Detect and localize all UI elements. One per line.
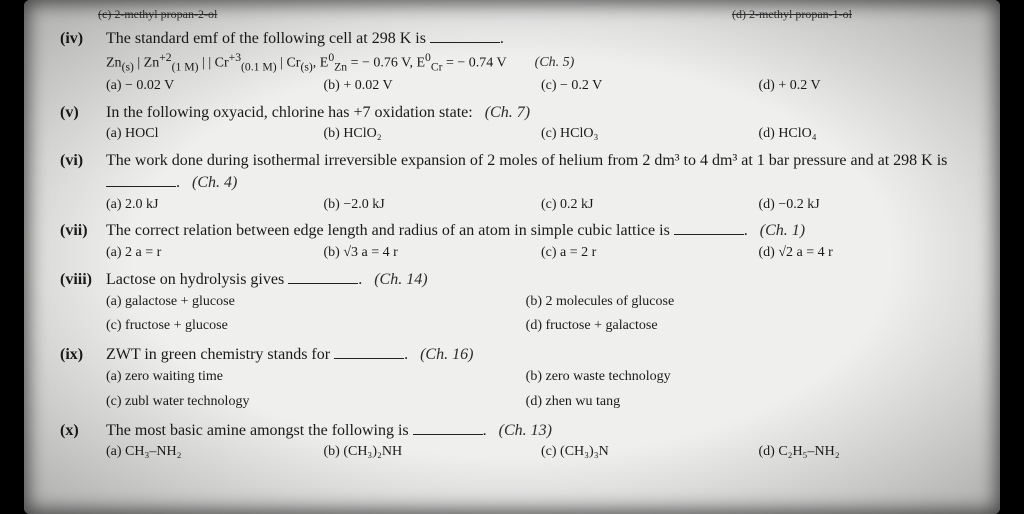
- q-number: (x): [60, 420, 96, 442]
- option-c: (c) zubl water technology: [106, 393, 522, 412]
- chapter-ref: (Ch. 1): [760, 222, 805, 239]
- question-vii: (vii) The correct relation between edge …: [60, 220, 972, 262]
- option-b: (b) (CH₃)₂NH: [324, 443, 538, 462]
- q-text-pre: The standard emf of the following cell a…: [106, 30, 430, 47]
- option-c: (c) fructose + glucose: [106, 317, 522, 336]
- q-text-post: .: [176, 174, 180, 191]
- q-text: The standard emf of the following cell a…: [106, 28, 972, 50]
- options-row: (a) 2 a = r (b) √3 a = 4 r (c) a = 2 r (…: [60, 244, 972, 263]
- chapter-ref: (Ch. 13): [499, 422, 552, 439]
- option-a: (a) − 0.02 V: [106, 77, 320, 96]
- option-a: (a) CH₃–NH₂: [106, 443, 320, 462]
- q-text-post: .: [358, 271, 362, 288]
- option-c: (c) 0.2 kJ: [541, 196, 755, 215]
- q-text: The work done during isothermal irrevers…: [106, 150, 972, 193]
- cutoff-prev-question: (c) 2-methyl propan-2-ol (d) 2-methyl pr…: [60, 6, 972, 22]
- option-d: (d) + 0.2 V: [759, 77, 973, 96]
- q-text: The correct relation between edge length…: [106, 220, 972, 242]
- q-text-pre: ZWT in green chemistry stands for: [106, 346, 334, 363]
- options-row: (a) 2.0 kJ (b) −2.0 kJ (c) 0.2 kJ (d) −0…: [60, 196, 972, 215]
- question-ix: (ix) ZWT in green chemistry stands for .…: [60, 344, 972, 413]
- chapter-ref: (Ch. 14): [374, 271, 427, 288]
- q-number: (v): [60, 102, 96, 124]
- options-grid: (a) galactose + glucose (b) 2 molecules …: [60, 293, 972, 339]
- option-b: (b) −2.0 kJ: [324, 196, 538, 215]
- q-text-post: .: [744, 222, 748, 239]
- q-text-post: .: [483, 422, 487, 439]
- option-a: (a) 2.0 kJ: [106, 196, 320, 215]
- q-text: Lactose on hydrolysis gives . (Ch. 14): [106, 269, 972, 291]
- blank: [674, 221, 744, 235]
- option-b: (b) + 0.02 V: [324, 77, 538, 96]
- blank: [413, 420, 483, 434]
- option-a: (a) 2 a = r: [106, 244, 320, 263]
- q-text: In the following oxyacid, chlorine has +…: [106, 102, 972, 124]
- cell-notation: Zn(s) | Zn+2(1 M) | | Cr+3(0.1 M) | Cr(s…: [106, 50, 507, 75]
- cutoff-left: (c) 2-methyl propan-2-ol: [98, 6, 217, 22]
- option-d: (d) −0.2 kJ: [759, 196, 973, 215]
- q-number: (viii): [60, 269, 96, 291]
- option-a: (a) HOCl: [106, 125, 320, 144]
- q-text-post: .: [404, 346, 408, 363]
- q-number: (vi): [60, 150, 96, 172]
- option-d: (d) HClO₄: [759, 125, 973, 144]
- option-d: (d) √2 a = 4 r: [759, 244, 973, 263]
- options-row: (a) − 0.02 V (b) + 0.02 V (c) − 0.2 V (d…: [60, 77, 972, 96]
- q-text-pre: The correct relation between edge length…: [106, 222, 674, 239]
- option-d: (d) zhen wu tang: [526, 393, 942, 412]
- question-v: (v) In the following oxyacid, chlorine h…: [60, 102, 972, 144]
- options-row: (a) CH₃–NH₂ (b) (CH₃)₂NH (c) (CH₃)₃N (d)…: [60, 443, 972, 462]
- option-a: (a) galactose + glucose: [106, 293, 522, 312]
- option-b: (b) √3 a = 4 r: [324, 244, 538, 263]
- chapter-ref: (Ch. 16): [420, 346, 473, 363]
- q-text: ZWT in green chemistry stands for . (Ch.…: [106, 344, 972, 366]
- exam-page: (c) 2-methyl propan-2-ol (d) 2-methyl pr…: [24, 0, 1000, 514]
- blank: [430, 29, 500, 43]
- q-number: (ix): [60, 344, 96, 366]
- chapter-ref: (Ch. 4): [192, 174, 237, 191]
- option-a: (a) zero waiting time: [106, 368, 522, 387]
- option-b: (b) 2 molecules of glucose: [526, 293, 942, 312]
- option-b: (b) HClO₂: [324, 125, 538, 144]
- option-d: (d) C₂H₅–NH₂: [759, 443, 973, 462]
- q-text-post: .: [500, 30, 504, 47]
- option-c: (c) a = 2 r: [541, 244, 755, 263]
- q-text-pre: In the following oxyacid, chlorine has +…: [106, 104, 473, 121]
- q-text: The most basic amine amongst the followi…: [106, 420, 972, 442]
- q-text-pre: Lactose on hydrolysis gives: [106, 271, 288, 288]
- options-grid: (a) zero waiting time (b) zero waste tec…: [60, 368, 972, 414]
- q-number: (iv): [60, 28, 96, 50]
- option-c: (c) (CH₃)₃N: [541, 443, 755, 462]
- cutoff-right: (d) 2-methyl propan-1-ol: [732, 6, 852, 22]
- option-b: (b) zero waste technology: [526, 368, 942, 387]
- chapter-ref: (Ch. 7): [485, 104, 530, 121]
- q-text-pre: The most basic amine amongst the followi…: [106, 422, 413, 439]
- option-c: (c) − 0.2 V: [541, 77, 755, 96]
- chapter-ref: (Ch. 5): [535, 54, 575, 73]
- question-iv: (iv) The standard emf of the following c…: [60, 28, 972, 96]
- question-x: (x) The most basic amine amongst the fol…: [60, 420, 972, 462]
- q-text-pre: The work done during isothermal irrevers…: [106, 152, 947, 169]
- options-row: (a) HOCl (b) HClO₂ (c) HClO₃ (d) HClO₄: [60, 125, 972, 144]
- blank: [288, 270, 358, 284]
- blank: [334, 345, 404, 359]
- q-number: (vii): [60, 220, 96, 242]
- option-c: (c) HClO₃: [541, 125, 755, 144]
- option-d: (d) fructose + galactose: [526, 317, 942, 336]
- blank: [106, 173, 176, 187]
- question-viii: (viii) Lactose on hydrolysis gives . (Ch…: [60, 269, 972, 338]
- question-vi: (vi) The work done during isothermal irr…: [60, 150, 972, 214]
